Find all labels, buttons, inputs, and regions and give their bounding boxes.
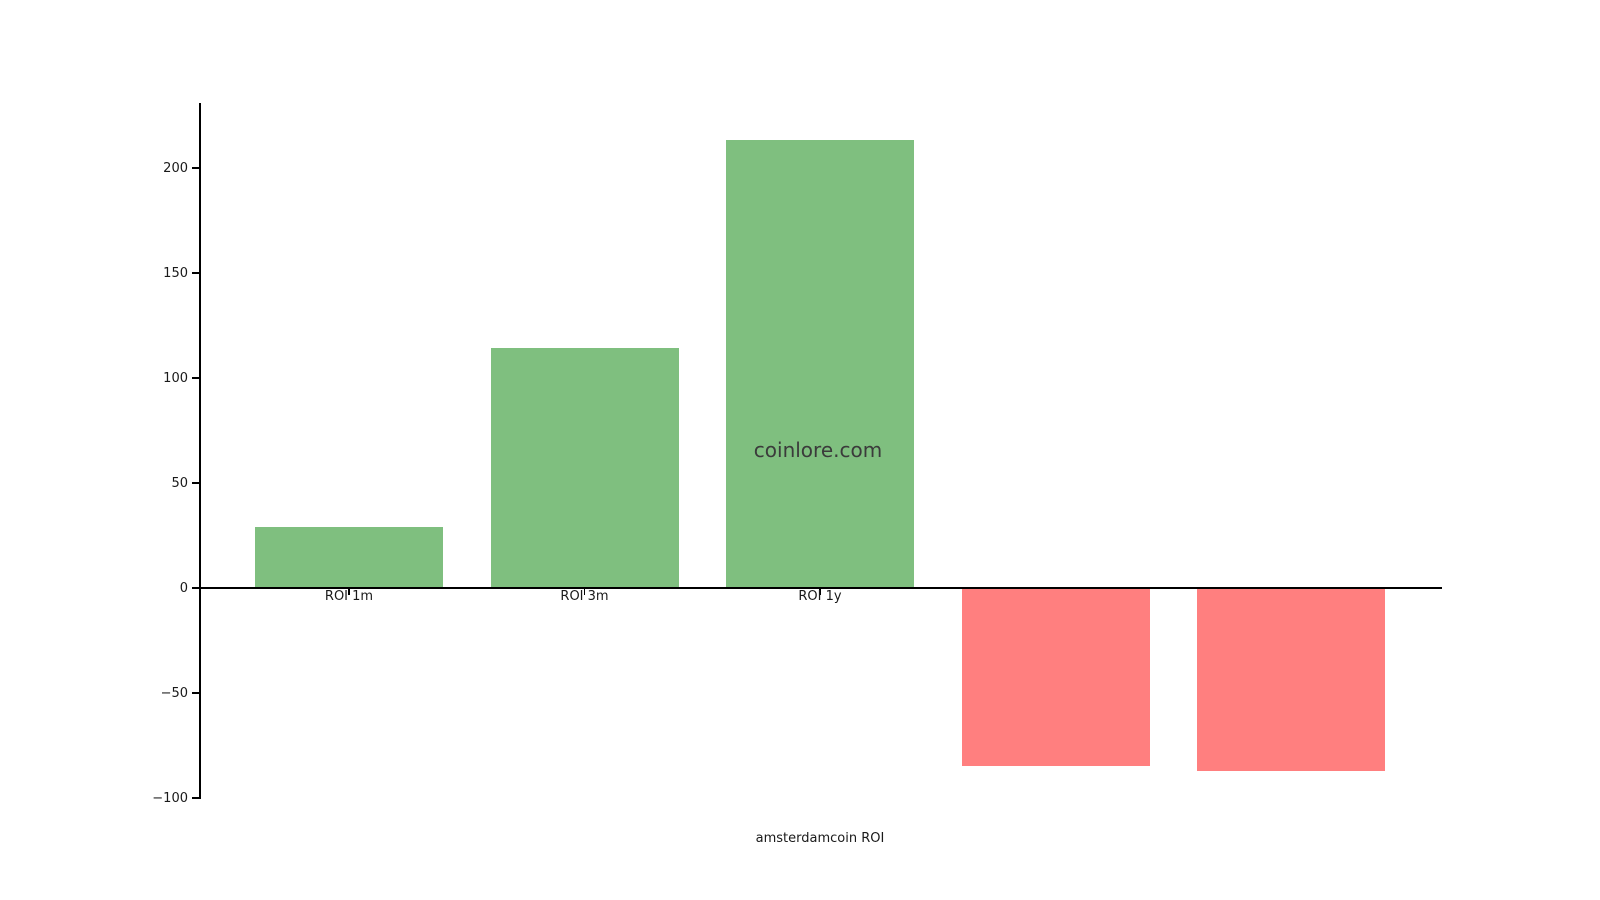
y-tick-label: −100 xyxy=(152,790,188,806)
bar-unlabeled-5 xyxy=(1197,589,1385,772)
x-tick-label: ROI 1y xyxy=(798,589,842,604)
x-tick-label: ROI 1m xyxy=(324,589,374,604)
y-tick-mark xyxy=(192,692,199,694)
x-tick-mark xyxy=(348,588,350,595)
bar-roi-1m xyxy=(255,527,443,588)
y-tick-mark xyxy=(192,167,199,169)
y-tick-mark xyxy=(192,377,199,379)
y-tick-label: 200 xyxy=(163,160,188,176)
bar-roi-3m xyxy=(490,347,679,588)
x-tick-label: ROI 3m xyxy=(560,589,609,604)
y-tick-label: −50 xyxy=(160,685,188,701)
bar-unlabeled-4 xyxy=(961,589,1150,767)
y-tick-mark xyxy=(192,482,199,484)
y-tick-label: 100 xyxy=(163,370,188,386)
bar-roi-1y xyxy=(726,140,914,588)
y-tick-label: 50 xyxy=(171,475,188,491)
y-tick-mark xyxy=(192,272,199,274)
y-tick-label: 150 xyxy=(163,265,188,281)
y-tick-label: 0 xyxy=(179,580,188,596)
watermark-text: coinlore.com xyxy=(753,438,883,462)
x-axis-zero-line xyxy=(199,587,1442,589)
x-axis-title: amsterdamcoin ROI xyxy=(755,831,885,846)
y-axis-spine xyxy=(199,103,201,799)
x-tick-mark xyxy=(583,588,586,595)
y-tick-mark xyxy=(192,797,199,799)
x-tick-mark xyxy=(819,588,821,595)
y-tick-mark xyxy=(192,587,199,589)
